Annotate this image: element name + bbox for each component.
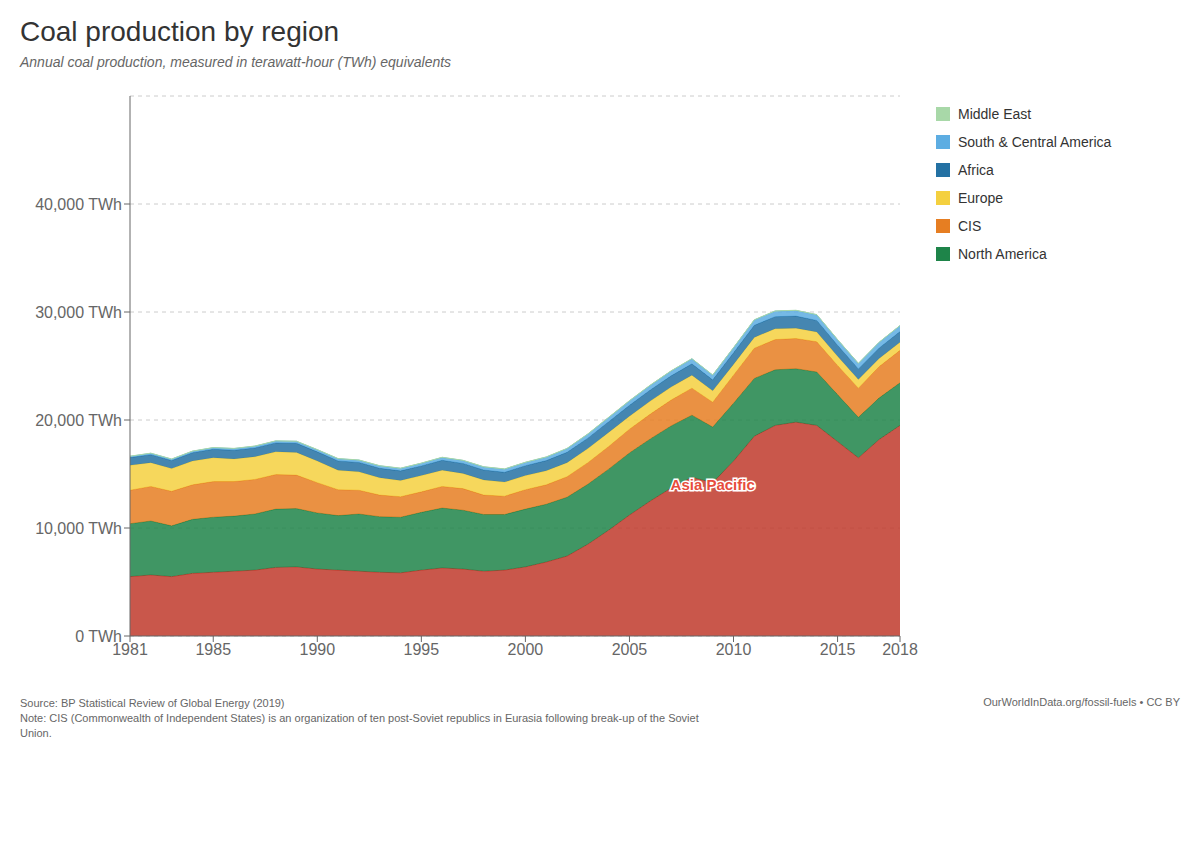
svg-text:2015: 2015: [820, 641, 856, 658]
html-text:Annual coal production, measur: Annual coal production, measured in tera…: [20, 54, 452, 70]
svg-text:2018: 2018: [882, 641, 918, 658]
html-text:South & Central America: South & Central America: [958, 134, 1112, 150]
html-text:OurWorldInData.org/fossil-fuel: OurWorldInData.org/fossil-fuels • CC BY: [983, 696, 1180, 708]
html-text:Note: CIS (Commonwealth of Ind: Note: CIS (Commonwealth of Independent S…: [20, 712, 699, 724]
svg-text:30,000 TWh: 30,000 TWh: [35, 304, 122, 321]
html-text:Europe: Europe: [958, 190, 1004, 206]
svg-text:2000: 2000: [508, 641, 544, 658]
svg-text:2010: 2010: [716, 641, 752, 658]
html-text:Union.: Union.: [20, 727, 52, 739]
svg-text:20,000 TWh: 20,000 TWh: [35, 412, 122, 429]
svg-text:0 TWh: 0 TWh: [75, 628, 122, 645]
svg-text:2005: 2005: [612, 641, 648, 658]
svg-text:10,000 TWh: 10,000 TWh: [35, 520, 122, 537]
html-text:Coal production by region: Coal production by region: [20, 16, 340, 47]
svg-text:Asia Pacific: Asia Pacific: [671, 476, 755, 493]
svg-text:1981: 1981: [112, 641, 148, 659]
svg-text:1990: 1990: [300, 641, 336, 658]
svg-text:1995: 1995: [404, 641, 440, 658]
html-text:Middle East: Middle East: [958, 106, 1032, 122]
svg-text:1985: 1985: [195, 641, 231, 658]
html-text:CIS: CIS: [958, 218, 982, 234]
html-text:Source: BP Statistical Review: Source: BP Statistical Review of Global …: [20, 697, 285, 709]
html-text:Africa: Africa: [958, 162, 994, 178]
html-text:North America: North America: [958, 246, 1047, 262]
svg-text:40,000 TWh: 40,000 TWh: [35, 196, 122, 213]
